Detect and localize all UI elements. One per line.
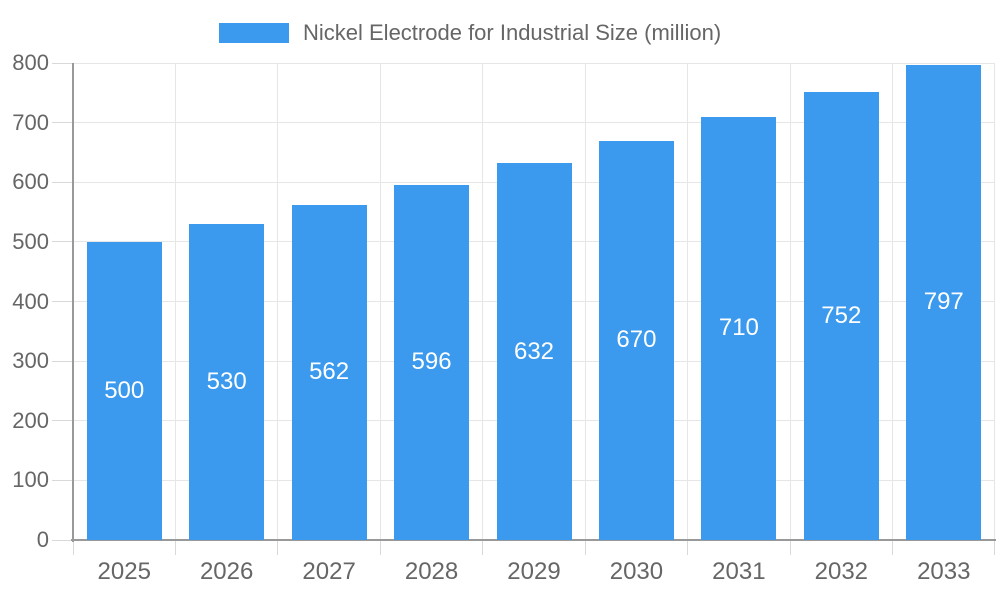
y-axis-tick	[52, 62, 72, 64]
y-axis-tick	[52, 181, 72, 183]
gridline-vertical	[892, 63, 894, 540]
y-axis-label: 600	[12, 169, 49, 195]
gridline-vertical	[789, 63, 791, 540]
x-axis-tick	[174, 541, 176, 555]
gridline-vertical	[687, 63, 689, 540]
x-axis-tick	[892, 541, 894, 555]
x-axis-label: 2029	[507, 558, 561, 585]
x-axis-label: 2028	[404, 558, 459, 585]
y-axis-label: 0	[36, 527, 49, 552]
y-axis-tick	[52, 241, 72, 243]
y-axis-tick	[52, 539, 72, 541]
bar[interactable]	[86, 241, 162, 540]
legend-swatch-icon	[219, 23, 289, 43]
bar[interactable]	[189, 223, 265, 540]
x-axis-label: 2025	[97, 558, 151, 585]
y-axis-label: 200	[12, 407, 49, 433]
y-axis-label: 700	[12, 109, 49, 135]
x-axis-tick	[994, 541, 995, 555]
y-axis-tick	[52, 360, 72, 362]
plot-area: 0 100 200 300 400 500 600 700 800 500 2025 530 2026 5…	[12, 50, 996, 585]
bar[interactable]	[906, 64, 982, 540]
x-axis-tick	[584, 541, 586, 555]
y-axis-tick	[52, 420, 72, 422]
x-axis-tick	[687, 541, 689, 555]
y-axis-tick	[52, 301, 72, 302]
bar[interactable]	[701, 116, 777, 540]
gridline-vertical	[584, 63, 586, 540]
gridline-horizontal	[73, 62, 995, 64]
bar[interactable]	[598, 140, 674, 540]
y-axis-line	[72, 63, 74, 542]
y-axis-label: 400	[12, 288, 49, 314]
x-axis-tick	[73, 541, 74, 555]
x-axis-label: 2033	[917, 558, 971, 585]
gridline-vertical	[379, 63, 381, 540]
gridline-horizontal	[73, 122, 995, 124]
gridline-vertical	[277, 63, 279, 540]
y-axis-tick	[52, 479, 72, 481]
bar[interactable]	[496, 163, 572, 540]
x-axis-line	[71, 539, 996, 541]
x-axis-tick	[789, 541, 791, 555]
x-axis-label: 2026	[199, 558, 254, 585]
y-axis-label: 500	[12, 228, 49, 254]
gridline-vertical	[174, 63, 176, 540]
legend-label: Nickel Electrode for Industrial Size (mi…	[303, 20, 722, 45]
y-axis-label: 300	[12, 348, 49, 374]
x-axis-tick	[277, 541, 279, 555]
gridline-vertical	[482, 63, 484, 540]
bar[interactable]	[803, 91, 879, 540]
x-axis-tick	[379, 541, 381, 555]
x-axis-label: 2027	[302, 558, 356, 585]
gridline-vertical	[994, 63, 995, 540]
y-axis-tick	[52, 122, 72, 124]
bar[interactable]	[291, 204, 367, 540]
x-axis-label: 2031	[712, 558, 766, 585]
y-axis-label: 100	[12, 467, 49, 493]
y-axis-label: 800	[12, 50, 49, 75]
legend[interactable]: Nickel Electrode for Industrial Size (mi…	[219, 20, 721, 46]
x-axis-tick	[482, 541, 484, 555]
x-axis-label: 2030	[609, 558, 664, 585]
x-axis-label: 2032	[814, 558, 869, 585]
bar[interactable]	[394, 184, 470, 540]
